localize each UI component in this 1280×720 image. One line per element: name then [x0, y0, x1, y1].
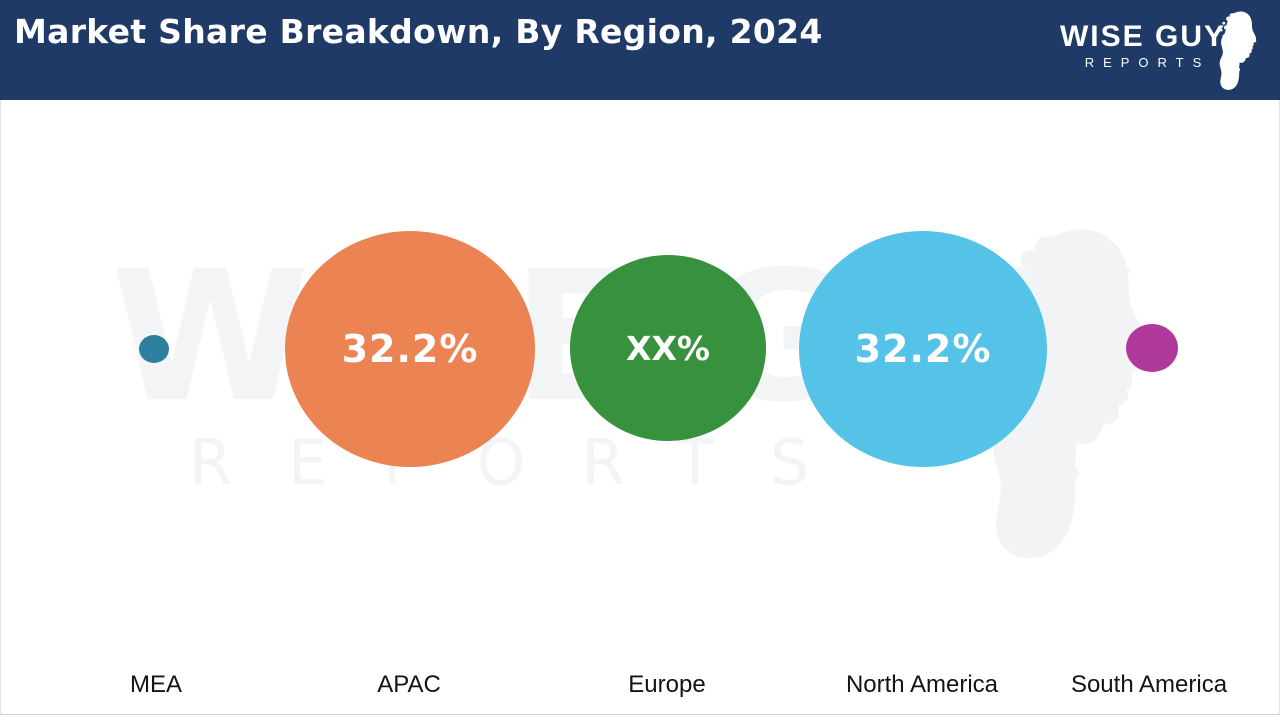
bubble-europe-value: XX%	[626, 328, 710, 368]
header-bar: Market Share Breakdown, By Region, 2024 …	[0, 0, 1280, 100]
category-label-mea: MEA	[129, 671, 182, 698]
bubble-europe[interactable]: XX%	[570, 255, 766, 441]
bubble-north-america-value: 32.2%	[854, 327, 992, 371]
category-label-europe: Europe	[628, 671, 706, 698]
logo-text: WISE GUY REPORTS	[1059, 20, 1226, 70]
page-title: Market Share Breakdown, By Region, 2024	[14, 12, 823, 51]
bubble-south-america[interactable]	[1126, 324, 1178, 372]
logo-wordmark: WISE GUY	[1059, 20, 1226, 53]
chart-area: WISE GUY REPORTS 32.2% XX% 32.2% MEA APA…	[0, 100, 1280, 715]
category-label-apac: APAC	[377, 671, 441, 698]
bubble-apac[interactable]: 32.2%	[285, 231, 535, 467]
bubble-apac-value: 32.2%	[341, 327, 479, 371]
bubble-north-america[interactable]: 32.2%	[799, 231, 1047, 467]
category-label-south-america: South America	[1070, 671, 1228, 698]
category-label-north-america: North America	[845, 671, 999, 698]
wise-guy-logo: WISE GUY REPORTS	[1060, 8, 1266, 92]
logo-subtitle: REPORTS	[1084, 55, 1211, 70]
bubble-mea[interactable]	[139, 335, 169, 363]
watermark-subtitle: REPORTS	[189, 426, 866, 499]
logo-face-icon	[1219, 11, 1257, 90]
